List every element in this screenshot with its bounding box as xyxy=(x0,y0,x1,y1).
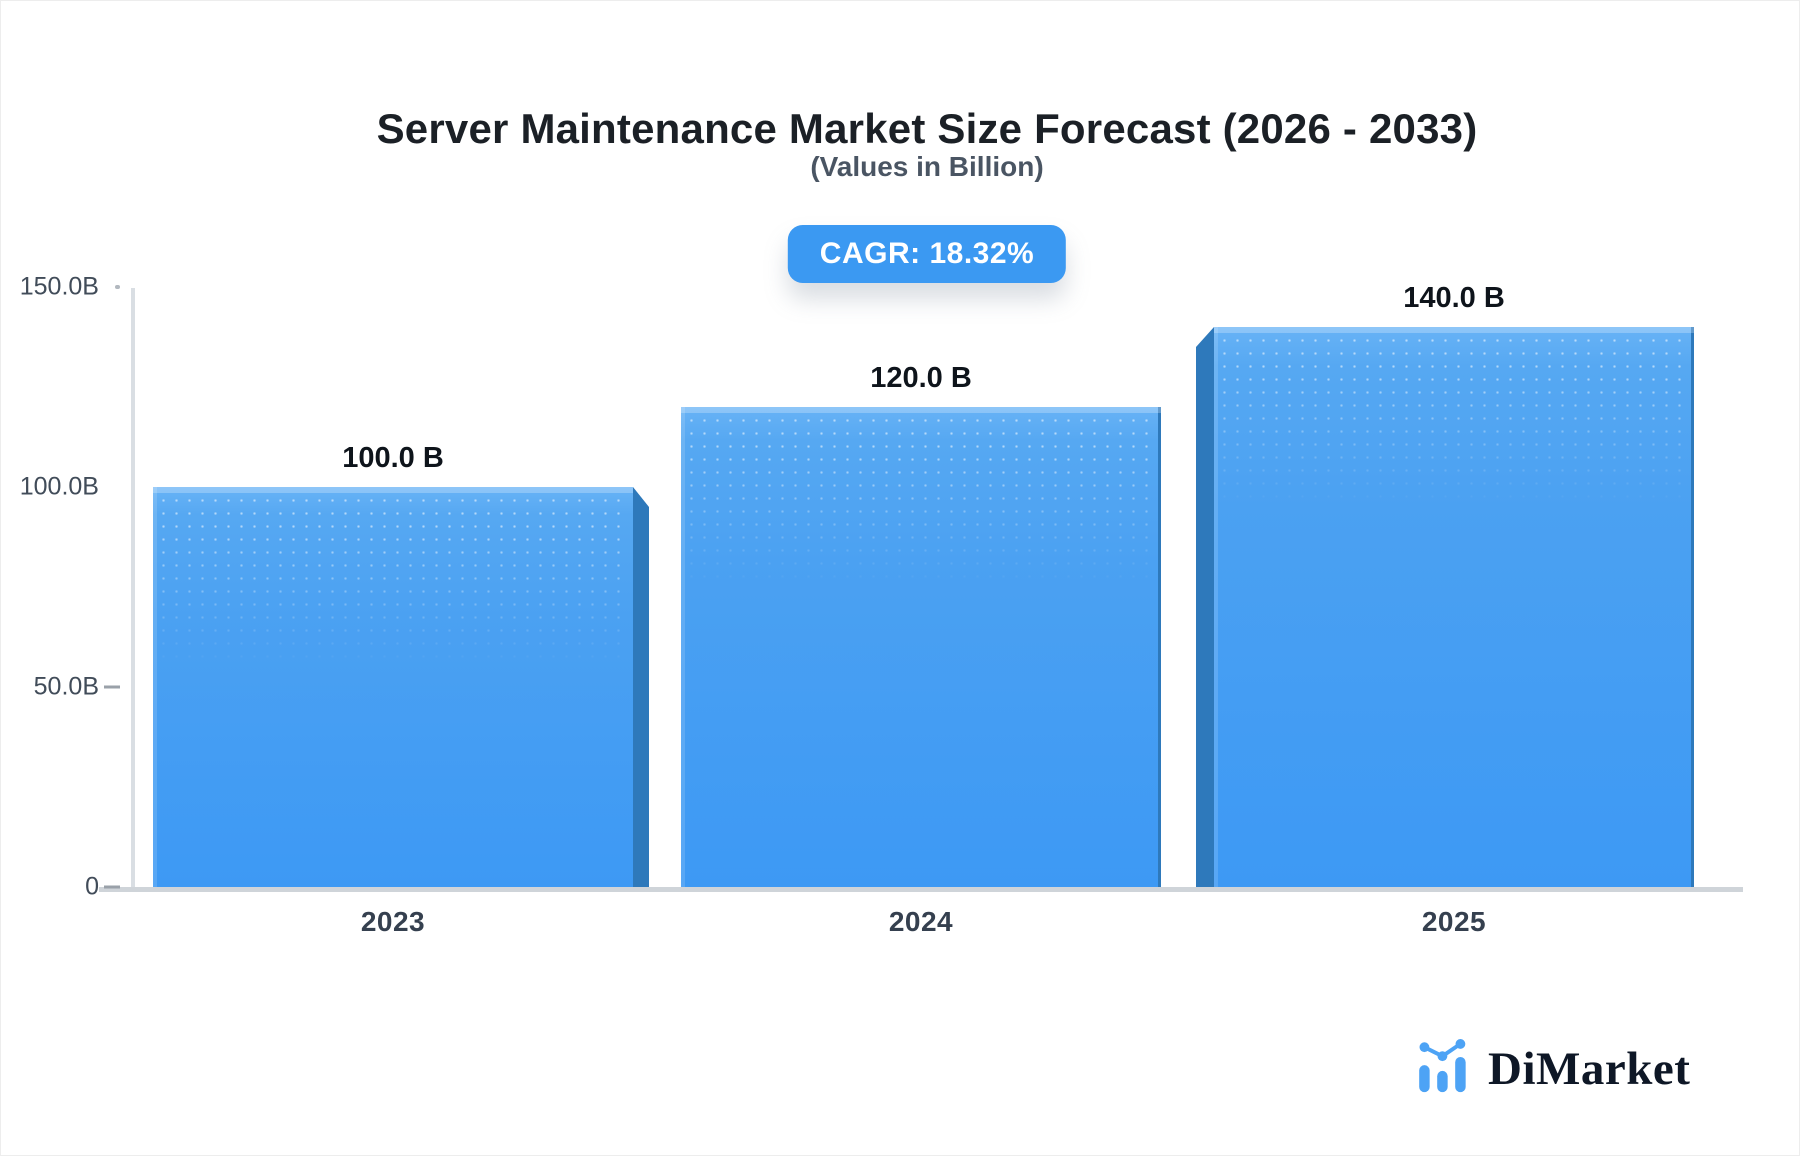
y-tick-label: 150.0B xyxy=(19,272,99,301)
y-tick-label: 100.0B xyxy=(19,472,99,501)
logo-wordmark: DiMarket xyxy=(1488,1042,1691,1095)
x-axis-line xyxy=(99,887,1743,892)
y-tick-label: 0 xyxy=(85,872,99,901)
x-axis-label-2024: 2024 xyxy=(888,906,954,937)
bar-chart-logo-icon xyxy=(1419,1039,1475,1098)
y-tick-mark xyxy=(115,285,120,289)
chart-subtitle: (Values in Billion) xyxy=(810,151,1044,182)
y-tick-mark xyxy=(104,685,120,689)
chart-title: Server Maintenance Market Size Forecast … xyxy=(376,105,1478,152)
bar-value-label: 100.0 B xyxy=(342,442,444,474)
bar-2025 xyxy=(1214,327,1694,887)
y-tick-mark xyxy=(104,885,120,889)
x-axis-label-2025: 2025 xyxy=(1421,906,1487,937)
bar-2023 xyxy=(153,487,633,887)
bar-3d-side xyxy=(1196,327,1214,887)
dimarket-logo: DiMarket xyxy=(1419,1039,1690,1098)
bar-value-label: 120.0 B xyxy=(870,362,972,394)
bar-value-label: 140.0 B xyxy=(1403,282,1505,314)
y-axis-line xyxy=(131,288,135,892)
bar-3d-side xyxy=(633,487,649,887)
bar-2024 xyxy=(681,407,1161,887)
cagr-badge: CAGR: 18.32% xyxy=(787,225,1067,283)
x-axis-label-2023: 2023 xyxy=(360,906,426,937)
y-tick-label: 50.0B xyxy=(33,672,99,701)
